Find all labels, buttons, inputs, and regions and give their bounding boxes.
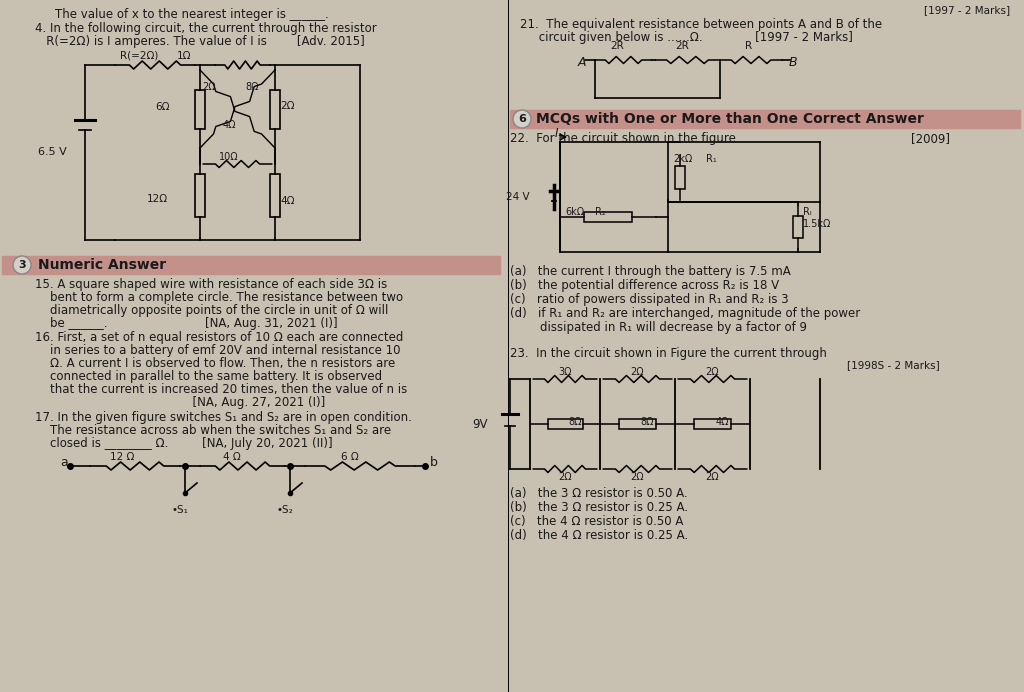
Text: 6Ω: 6Ω [156, 102, 170, 112]
Text: R(=2Ω): R(=2Ω) [120, 51, 159, 61]
Text: 2Ω: 2Ω [631, 367, 644, 377]
Text: 3: 3 [18, 260, 26, 270]
Text: 6: 6 [518, 114, 526, 124]
Bar [793, 216, 803, 238]
Text: 2R: 2R [610, 41, 624, 51]
Text: (a)   the 3 Ω resistor is 0.50 A.: (a) the 3 Ω resistor is 0.50 A. [510, 487, 688, 500]
Bar [510, 110, 1020, 128]
Text: Ω. A current I is observed to flow. Then, the n resistors are: Ω. A current I is observed to flow. Then… [35, 357, 395, 370]
Text: 1.5kΩ: 1.5kΩ [803, 219, 831, 229]
Text: 23.  In the circuit shown in Figure the current through: 23. In the circuit shown in Figure the c… [510, 347, 826, 360]
Text: 8Ω: 8Ω [568, 417, 582, 427]
Text: 17. In the given figure switches S₁ and S₂ are in open condition.: 17. In the given figure switches S₁ and … [35, 411, 412, 424]
Text: in series to a battery of emf 20V and internal resistance 10: in series to a battery of emf 20V and in… [35, 344, 400, 357]
Text: a: a [60, 455, 68, 468]
Text: R: R [745, 41, 753, 51]
Text: 9V: 9V [472, 417, 488, 430]
Text: (a)   the current I through the battery is 7.5 mA: (a) the current I through the battery is… [510, 265, 791, 278]
Text: circuit given below is ......Ω.              [1997 - 2 Marks]: circuit given below is ......Ω. [1997 - … [520, 31, 853, 44]
Text: A: A [578, 55, 587, 69]
Text: (b)   the 3 Ω resistor is 0.25 A.: (b) the 3 Ω resistor is 0.25 A. [510, 501, 688, 514]
Text: 2Ω: 2Ω [558, 472, 571, 482]
Text: The resistance across ab when the switches S₁ and S₂ are: The resistance across ab when the switch… [35, 424, 391, 437]
Text: (d)   the 4 Ω resistor is 0.25 A.: (d) the 4 Ω resistor is 0.25 A. [510, 529, 688, 542]
Bar [195, 89, 205, 129]
Text: 2Ω: 2Ω [280, 101, 295, 111]
Text: [1998S - 2 Marks]: [1998S - 2 Marks] [847, 360, 940, 370]
Bar [2, 256, 500, 274]
Text: 4Ω: 4Ω [716, 417, 729, 427]
Bar [548, 419, 583, 429]
Text: 16. First, a set of n equal resistors of 10 Ω each are connected: 16. First, a set of n equal resistors of… [35, 331, 403, 344]
Text: 12 Ω: 12 Ω [110, 452, 134, 462]
Text: 6kΩ: 6kΩ [565, 207, 584, 217]
Text: be ______.                          [NA, Aug. 31, 2021 (I)]: be ______. [NA, Aug. 31, 2021 (I)] [35, 317, 338, 330]
Text: bent to form a complete circle. The resistance between two: bent to form a complete circle. The resi… [35, 291, 403, 304]
Text: Rₗ: Rₗ [803, 207, 812, 217]
Bar [693, 419, 731, 429]
Text: The value of x to the nearest integer is ______.: The value of x to the nearest integer is… [55, 8, 329, 21]
Text: (d)   if R₁ and R₂ are interchanged, magnitude of the power: (d) if R₁ and R₂ are interchanged, magni… [510, 307, 860, 320]
Circle shape [513, 110, 531, 128]
Text: b: b [430, 455, 438, 468]
Text: (b)   the potential difference across R₂ is 18 V: (b) the potential difference across R₂ i… [510, 279, 779, 292]
Text: 4. In the following circuit, the current through the resistor: 4. In the following circuit, the current… [35, 22, 377, 35]
Text: I: I [555, 127, 558, 140]
Text: R₂: R₂ [595, 207, 606, 217]
Text: connected in parallel to the same battery. It is observed: connected in parallel to the same batter… [35, 370, 382, 383]
Bar [584, 212, 632, 222]
Text: 4 Ω: 4 Ω [223, 452, 241, 462]
Text: (c)   ratio of powers dissipated in R₁ and R₂ is 3: (c) ratio of powers dissipated in R₁ and… [510, 293, 788, 306]
Text: B: B [790, 55, 798, 69]
Text: 21.  The equivalent resistance between points A and B of the: 21. The equivalent resistance between po… [520, 18, 882, 31]
Text: 4Ω: 4Ω [222, 120, 236, 130]
Text: 24 V: 24 V [507, 192, 530, 202]
Text: 2Ω: 2Ω [631, 472, 644, 482]
Text: Numeric Answer: Numeric Answer [38, 258, 166, 272]
Text: MCQs with One or More than One Correct Answer: MCQs with One or More than One Correct A… [536, 112, 924, 126]
Text: 10Ω: 10Ω [219, 152, 239, 162]
Text: [2009]: [2009] [911, 132, 950, 145]
Text: 2kΩ: 2kΩ [673, 154, 692, 164]
Text: 22.  For the circuit shown in the figure: 22. For the circuit shown in the figure [510, 132, 736, 145]
Text: 6.5 V: 6.5 V [38, 147, 67, 157]
Text: 6 Ω: 6 Ω [341, 452, 358, 462]
Text: R₁: R₁ [706, 154, 717, 164]
Text: closed is ________ Ω.         [NA, July 20, 2021 (II)]: closed is ________ Ω. [NA, July 20, 2021… [35, 437, 333, 450]
Text: diametrically opposite points of the circle in unit of Ω will: diametrically opposite points of the cir… [35, 304, 388, 317]
Text: 2Ω: 2Ω [706, 367, 719, 377]
Text: 1Ω: 1Ω [177, 51, 191, 61]
Text: 2Ω: 2Ω [202, 82, 216, 92]
Circle shape [13, 256, 31, 274]
Bar [270, 89, 280, 129]
Text: 4Ω: 4Ω [280, 196, 295, 206]
Text: 12Ω: 12Ω [146, 194, 168, 204]
Text: 8Ω: 8Ω [640, 417, 654, 427]
Text: •S₁: •S₁ [172, 505, 188, 515]
Text: [1997 - 2 Marks]: [1997 - 2 Marks] [924, 5, 1010, 15]
Bar [675, 166, 685, 189]
Text: 2R: 2R [675, 41, 689, 51]
Text: 3Ω: 3Ω [558, 367, 571, 377]
Text: that the current is increased 20 times, then the value of n is: that the current is increased 20 times, … [35, 383, 408, 396]
Text: 8Ω: 8Ω [245, 82, 258, 92]
Bar [195, 174, 205, 217]
Text: [NA, Aug. 27, 2021 (I)]: [NA, Aug. 27, 2021 (I)] [35, 396, 326, 409]
Bar [618, 419, 656, 429]
Text: 2Ω: 2Ω [706, 472, 719, 482]
Text: dissipated in R₁ will decrease by a factor of 9: dissipated in R₁ will decrease by a fact… [510, 321, 807, 334]
Text: R(=2Ω) is I amperes. The value of I is        [Adv. 2015]: R(=2Ω) is I amperes. The value of I is [… [35, 35, 365, 48]
Text: 15. A square shaped wire with resistance of each side 3Ω is: 15. A square shaped wire with resistance… [35, 278, 387, 291]
Text: (c)   the 4 Ω resistor is 0.50 A: (c) the 4 Ω resistor is 0.50 A [510, 515, 683, 528]
Bar [270, 174, 280, 217]
Text: •S₂: •S₂ [276, 505, 293, 515]
